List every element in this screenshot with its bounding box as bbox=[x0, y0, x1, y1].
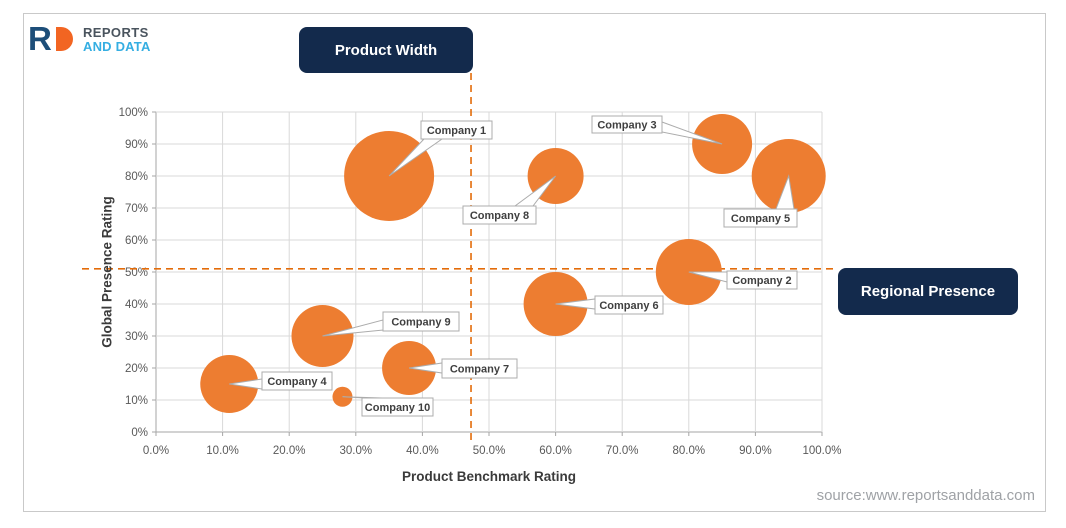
label-text-company-8: Company 8 bbox=[470, 210, 529, 222]
x-tick-label: 90.0% bbox=[739, 445, 772, 457]
label-text-company-10: Company 10 bbox=[365, 402, 430, 414]
logo-text: REPORTS AND DATA bbox=[83, 26, 151, 53]
logo-line2: AND DATA bbox=[83, 38, 151, 54]
source-text: source:www.reportsanddata.com bbox=[816, 487, 1035, 504]
label-box-company-3 bbox=[591, 115, 663, 134]
badge-product-width: Product Width bbox=[299, 27, 473, 73]
y-axis-title: Global Presence Rating bbox=[99, 196, 115, 348]
label-text-company-6: Company 6 bbox=[599, 300, 658, 312]
label-box-company-4 bbox=[261, 371, 333, 391]
y-tick-label: 60% bbox=[125, 235, 148, 247]
y-tick-label: 10% bbox=[125, 395, 148, 407]
label-text-company-4: Company 4 bbox=[267, 376, 327, 388]
label-text-company-5: Company 5 bbox=[731, 213, 790, 225]
y-tick-label: 70% bbox=[125, 203, 148, 215]
label-box-company-7 bbox=[441, 358, 518, 379]
y-tick-label: 20% bbox=[125, 363, 148, 375]
logo-rd-icon: R bbox=[30, 24, 73, 54]
x-tick-label: 100.0% bbox=[802, 445, 841, 457]
label-box-company-2 bbox=[726, 270, 798, 290]
label-text-company-9: Company 9 bbox=[391, 317, 450, 329]
x-tick-label: 20.0% bbox=[273, 445, 306, 457]
label-text-company-1: Company 1 bbox=[427, 125, 486, 137]
badge-regional-presence: Regional Presence bbox=[838, 268, 1018, 315]
svg-text:R: R bbox=[30, 24, 52, 54]
label-box-company-5 bbox=[723, 208, 798, 228]
chart-frame bbox=[23, 13, 1046, 512]
x-tick-label: 70.0% bbox=[606, 445, 639, 457]
x-axis-title: Product Benchmark Rating bbox=[401, 469, 577, 484]
y-tick-label: 0% bbox=[131, 427, 148, 439]
logo: R REPORTS AND DATA bbox=[30, 24, 151, 54]
y-tick-label: 40% bbox=[125, 299, 148, 311]
x-tick-label: 30.0% bbox=[339, 445, 372, 457]
label-text-company-3: Company 3 bbox=[597, 120, 656, 132]
x-tick-label: 40.0% bbox=[406, 445, 439, 457]
x-tick-label: 0.0% bbox=[143, 445, 169, 457]
label-box-company-10 bbox=[361, 397, 434, 417]
x-tick-label: 10.0% bbox=[206, 445, 239, 457]
y-tick-label: 100% bbox=[119, 107, 148, 119]
y-tick-label: 30% bbox=[125, 331, 148, 343]
label-box-company-1 bbox=[420, 120, 493, 140]
logo-line1: REPORTS bbox=[83, 24, 149, 40]
x-tick-label: 50.0% bbox=[473, 445, 506, 457]
x-tick-label: 60.0% bbox=[539, 445, 572, 457]
x-tick-label: 80.0% bbox=[672, 445, 705, 457]
y-tick-label: 80% bbox=[125, 171, 148, 183]
label-box-company-9 bbox=[382, 311, 460, 332]
label-box-company-6 bbox=[594, 295, 664, 315]
label-text-company-2: Company 2 bbox=[732, 275, 791, 287]
label-box-company-8 bbox=[462, 205, 537, 225]
y-tick-label: 50% bbox=[125, 267, 148, 279]
y-tick-label: 90% bbox=[125, 139, 148, 151]
label-text-company-7: Company 7 bbox=[450, 364, 509, 376]
